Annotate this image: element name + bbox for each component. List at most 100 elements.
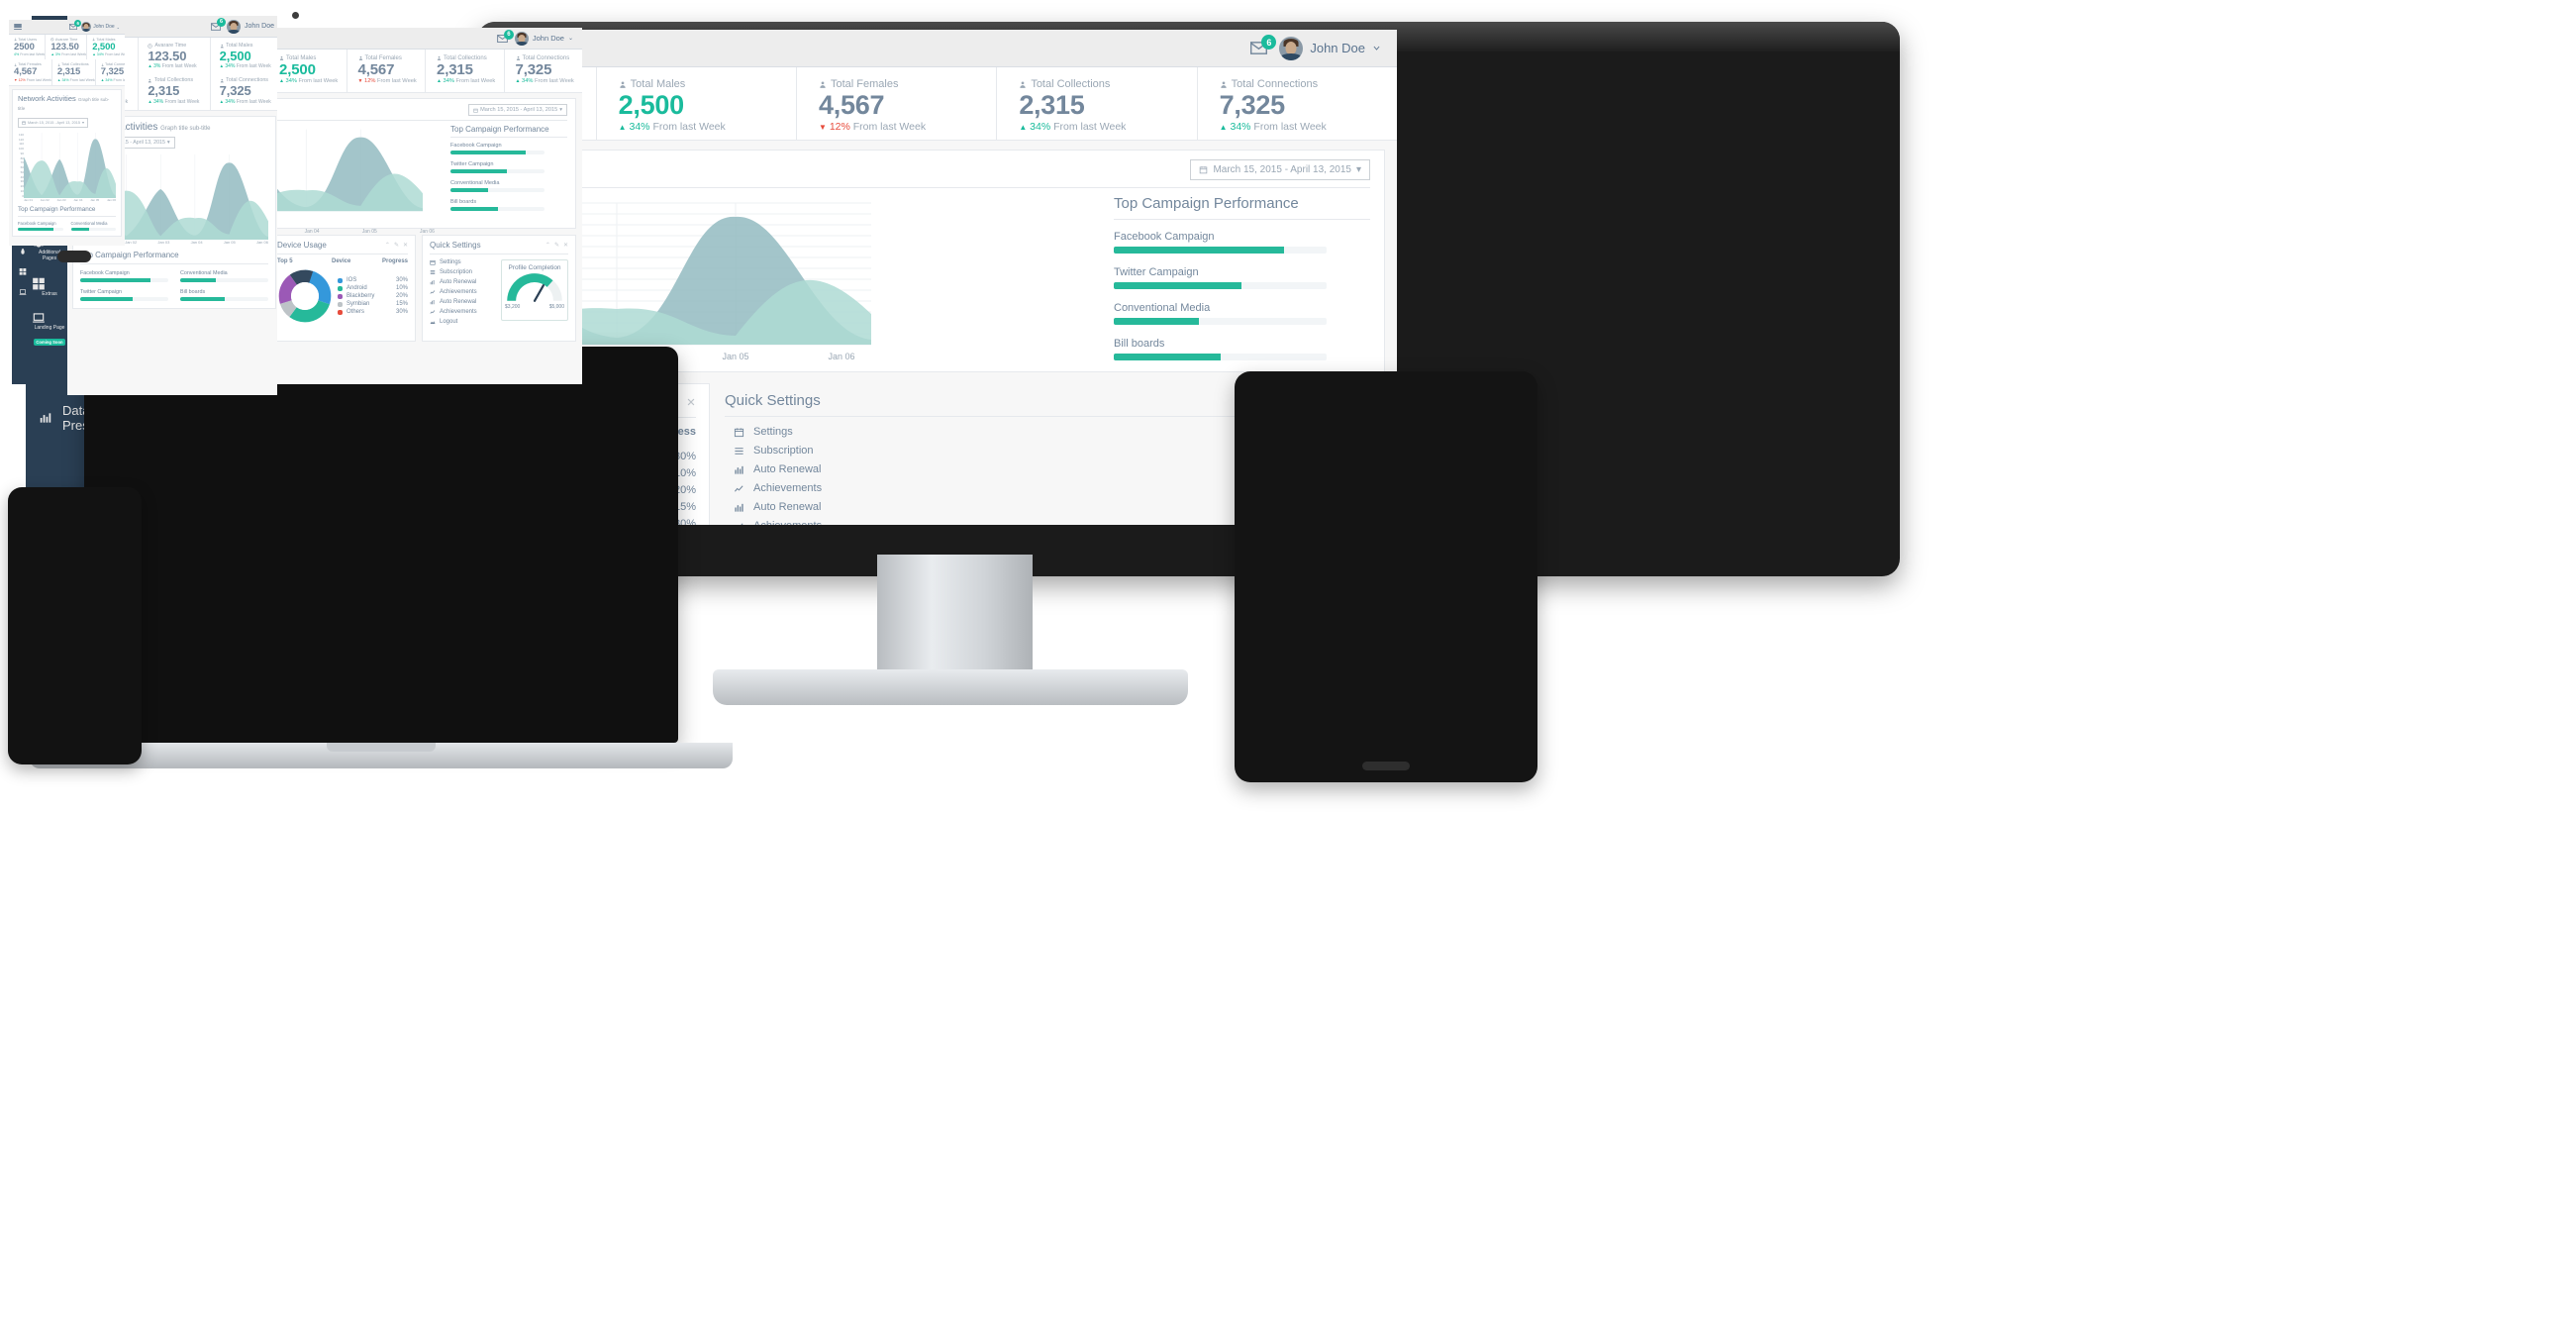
stat-tile[interactable]: Total Females 4,567 ▼ 12% From last Week (9, 59, 52, 85)
stat-sub: From last Week (652, 121, 726, 134)
user-icon (516, 56, 520, 61)
stat-tile[interactable]: Total Males 2,500 ▲ 34% From last Week (597, 67, 797, 140)
campaign-label: Bill boards (180, 288, 206, 295)
mail-badge: 6 (217, 17, 227, 27)
stat-sub: From last Week (455, 78, 496, 85)
date-range-value: March 15, 2015 - April 13, 2015 (92, 140, 165, 147)
stat-sub: From last Week (377, 78, 417, 85)
stat-label: Total Males (226, 43, 253, 49)
quick-setting-item[interactable]: Subscription (725, 445, 1381, 457)
quick-setting-item[interactable]: Auto Renewal (430, 299, 501, 305)
quick-setting-item[interactable]: Subscription (430, 269, 501, 275)
chevron-up-icon[interactable]: ⌃ (384, 243, 390, 249)
phone-home-button[interactable] (57, 251, 91, 262)
stat-tile[interactable]: Total Collections 2,315 ▲ 34% From last … (139, 73, 211, 110)
y-tick: 90 (20, 151, 24, 155)
close-icon[interactable]: ✕ (402, 243, 408, 249)
stat-tile[interactable]: Total Collections 2,315 ▲ 34% From last … (426, 50, 505, 92)
quick-setting-item[interactable]: Settings (430, 259, 501, 265)
campaign-progress (1114, 247, 1327, 254)
messages-button[interactable]: 6 (496, 29, 514, 43)
stat-tile[interactable]: Total Males 2,500 ▲ 34% From last Week (211, 38, 277, 73)
stat-tile[interactable]: Total Connections 7,325 ▲ 34% From last … (1198, 67, 1397, 140)
x-tick: Jan 02 (125, 239, 138, 245)
quick-setting-item[interactable]: Auto Renewal (725, 501, 1381, 513)
device-progress: 10% (673, 467, 696, 479)
stat-delta: 34% (225, 98, 236, 105)
device-name: Blackberry (347, 293, 375, 299)
x-tick: Jan 05 (90, 197, 100, 202)
messages-button[interactable]: 6 (69, 20, 82, 30)
calendar-icon (1200, 166, 1208, 174)
user-icon (14, 63, 17, 66)
user-icon (279, 56, 284, 61)
campaign-label: Conventional Media (70, 220, 108, 226)
tablet-home-button[interactable] (1362, 762, 1410, 770)
chevron-up-icon[interactable]: ⌃ (545, 243, 550, 249)
stat-label: Total Collections (61, 62, 89, 67)
close-icon[interactable] (686, 397, 696, 407)
quick-setting-item[interactable]: Logout (430, 319, 501, 325)
user-menu[interactable]: John Doe ⌄ (514, 31, 573, 46)
chevron-down-icon (1372, 44, 1381, 52)
stat-delta: 34% (629, 121, 650, 134)
user-menu[interactable]: John Doe ⌄ (81, 22, 120, 32)
laptop-icon (33, 312, 45, 323)
trend-up-icon: ▲ (148, 63, 152, 69)
quick-setting-item[interactable]: Auto Renewal (725, 463, 1381, 475)
stat-tile[interactable]: Total Males 2,500 ▲ 34% From last Week (268, 50, 347, 92)
sidebar-item-label: Additional Pages (39, 250, 60, 261)
stat-sub: From last Week (161, 63, 197, 70)
stat-sub: From last Week (69, 77, 95, 82)
quick-setting-item[interactable]: Achievements (725, 520, 1381, 525)
stat-delta: 34% (225, 63, 236, 70)
stat-tile[interactable]: Total Collections 2,315 ▲ 34% From last … (997, 67, 1198, 140)
wrench-icon[interactable]: ✎ (553, 243, 559, 249)
wrench-icon[interactable]: ✎ (393, 243, 399, 249)
windows-icon (19, 267, 27, 275)
date-range-picker[interactable]: March 15, 2015 - April 13, 2015 ▾ (1190, 159, 1370, 180)
user-menu[interactable]: John Doe (227, 19, 274, 34)
stat-tile[interactable]: Total Females 4,567 ▼ 12% From last Week (347, 50, 426, 92)
quick-setting-item[interactable]: Achievements (430, 289, 501, 295)
stat-sub: From last Week (298, 78, 339, 85)
stat-tile[interactable]: Total Connections 7,325 ▲ 34% From last … (505, 50, 583, 92)
stat-label: Total Connections (226, 77, 269, 84)
quick-setting-item[interactable]: Auto Renewal (430, 279, 501, 285)
hamburger-icon[interactable] (14, 24, 22, 30)
stat-tile[interactable]: Total Collections 2,315 ▲ 34% From last … (52, 59, 96, 85)
stat-tile[interactable]: Avarare Time 123.50 ▲ 3% From last Week (46, 35, 88, 60)
legend-swatch (338, 301, 343, 307)
campaign-progress (80, 296, 168, 301)
stat-tile[interactable]: Avarare Time 123.50 ▲ 3% From last Week (139, 38, 211, 74)
stat-tile[interactable]: Total Females 4,567 ▼ 12% From last Week (797, 67, 998, 140)
user-name: John Doe (532, 34, 564, 43)
date-range-picker[interactable]: March 15, 2015 - April 13, 2015 ▾ (468, 104, 567, 116)
quick-setting-item[interactable]: Achievements (725, 482, 1381, 494)
trend-up-icon: ▲ (437, 78, 442, 85)
messages-button[interactable]: 6 (211, 17, 227, 31)
user-menu[interactable]: John Doe (1279, 36, 1381, 60)
campaign-row: Facebook Campaign (450, 143, 567, 154)
stat-tile[interactable]: Total Connections 7,325 ▲ 34% From last … (211, 73, 277, 109)
caret-down-icon: ▾ (81, 121, 84, 126)
quick-setting-item[interactable]: Settings (725, 426, 1381, 438)
laptop-trackpad-notch (327, 743, 436, 752)
stat-tile[interactable]: Total Males 2,500 ▲ 34% From last Week (87, 35, 125, 59)
campaign-label: Facebook Campaign (18, 220, 56, 226)
date-range-picker[interactable]: March 15, 2015 - April 13, 2015 ▾ (18, 117, 88, 128)
quick-setting-item[interactable]: Achievements (430, 309, 501, 315)
close-icon[interactable]: ✕ (562, 243, 568, 249)
campaign-progress (450, 188, 545, 192)
sidebar-item-extras[interactable]: Extras (32, 267, 67, 302)
user-icon (358, 56, 362, 61)
messages-button[interactable]: 6 (1250, 35, 1277, 54)
campaign-progress (70, 227, 116, 231)
stat-label: Total Users (18, 38, 38, 42)
stat-tile[interactable]: Total Connections 7,325 ▲ 34% From last … (96, 59, 125, 84)
phone-topbar: 6 John Doe ⌄ (9, 20, 125, 35)
sidebar-item-landing-page[interactable]: Landing Page Coming Soon (32, 302, 67, 355)
avatar (81, 22, 92, 32)
stat-tile[interactable]: Total Users 2500 4% From last Week (9, 35, 47, 60)
campaign-label: Conventional Media (450, 180, 500, 186)
